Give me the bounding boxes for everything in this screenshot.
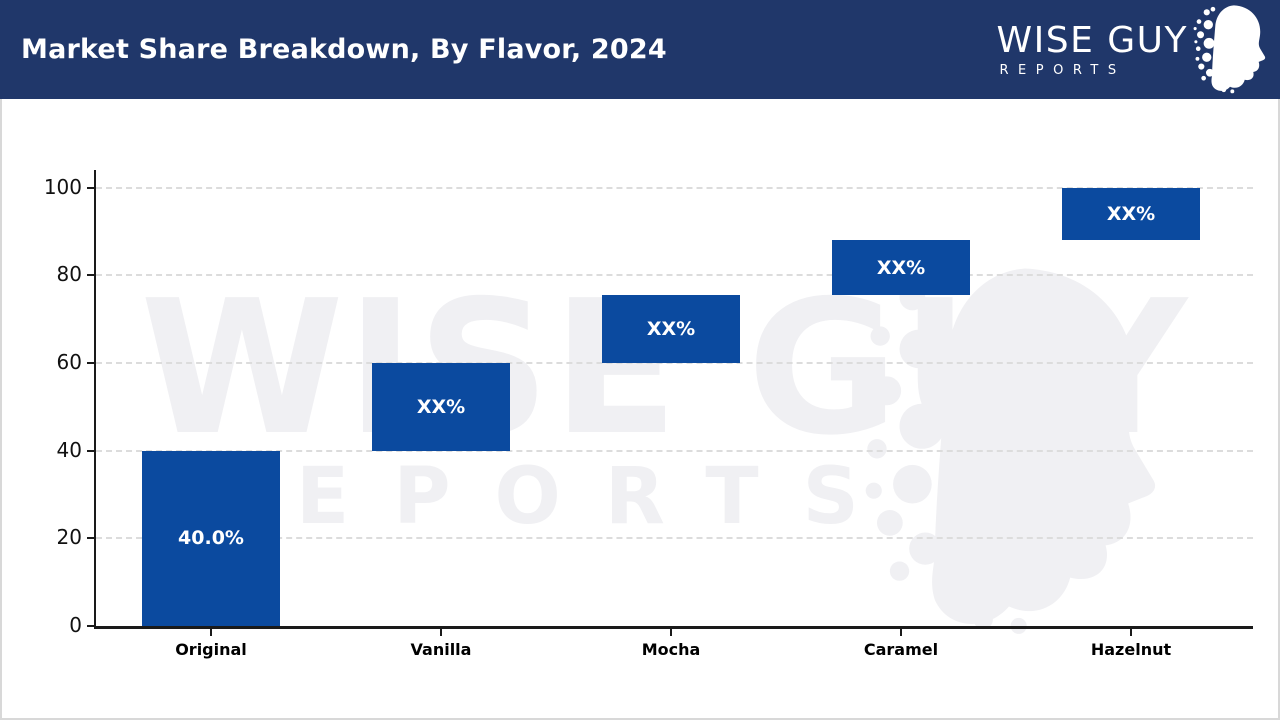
x-axis-line xyxy=(94,626,1253,629)
wiseguy-logo: WISE GUY REPORTS xyxy=(997,3,1271,96)
wiseguy-logo-face-icon xyxy=(1190,3,1270,96)
bar-value-label: XX% xyxy=(646,317,696,340)
x-tick-label-original: Original xyxy=(175,640,247,659)
bar-vanilla: XX% xyxy=(372,362,510,451)
x-tick-mark xyxy=(900,629,902,636)
x-tick-mark xyxy=(210,629,212,636)
y-tick-mark xyxy=(87,186,94,189)
gridline-80 xyxy=(96,274,1253,277)
x-tick-mark xyxy=(670,629,672,636)
y-tick-mark xyxy=(87,274,94,277)
bar-caramel: XX% xyxy=(832,240,970,295)
y-tick-mark xyxy=(87,537,94,540)
x-tick-label-hazelnut: Hazelnut xyxy=(1090,640,1172,659)
x-tick-label-caramel: Caramel xyxy=(863,640,939,659)
x-tick-mark xyxy=(440,629,442,636)
x-tick-label-mocha: Mocha xyxy=(641,640,701,659)
x-tick-label-vanilla: Vanilla xyxy=(410,640,472,659)
bar-original: 40.0% xyxy=(142,450,280,626)
wiseguy-logo-text: WISE GUY REPORTS xyxy=(996,20,1189,79)
y-tick-label: 80 xyxy=(56,262,82,287)
y-tick-label: 0 xyxy=(69,613,82,637)
bar-value-label: XX% xyxy=(876,256,926,279)
wiseguy-logo-line2: REPORTS xyxy=(999,63,1126,78)
bar-value-label: XX% xyxy=(416,395,466,418)
y-tick-label: 60 xyxy=(56,349,82,374)
y-axis-line xyxy=(94,170,96,629)
bar-value-label: XX% xyxy=(1106,202,1156,225)
bar-hazelnut: XX% xyxy=(1062,187,1200,241)
header-bar: Market Share Breakdown, By Flavor, 2024 … xyxy=(0,0,1280,99)
y-tick-mark xyxy=(87,625,94,627)
gridline-20 xyxy=(96,537,1253,540)
x-tick-mark xyxy=(1130,629,1132,636)
bar-value-label: 40.0% xyxy=(178,527,244,550)
y-tick-label: 100 xyxy=(43,174,82,199)
watermark-text-reports: REPORTS xyxy=(192,452,903,542)
page-title: Market Share Breakdown, By Flavor, 2024 xyxy=(21,34,667,65)
wiseguy-logo-line1: WISE GUY xyxy=(996,20,1188,61)
y-tick-label: 40 xyxy=(56,437,82,462)
y-tick-label: 20 xyxy=(56,525,82,550)
gridline-40 xyxy=(96,449,1253,452)
gridline-60 xyxy=(96,361,1253,364)
y-tick-mark xyxy=(87,361,94,364)
bar-mocha: XX% xyxy=(602,294,740,363)
gridline-100 xyxy=(96,186,1253,189)
watermark-face-icon xyxy=(848,252,1170,652)
y-tick-mark xyxy=(87,449,94,452)
